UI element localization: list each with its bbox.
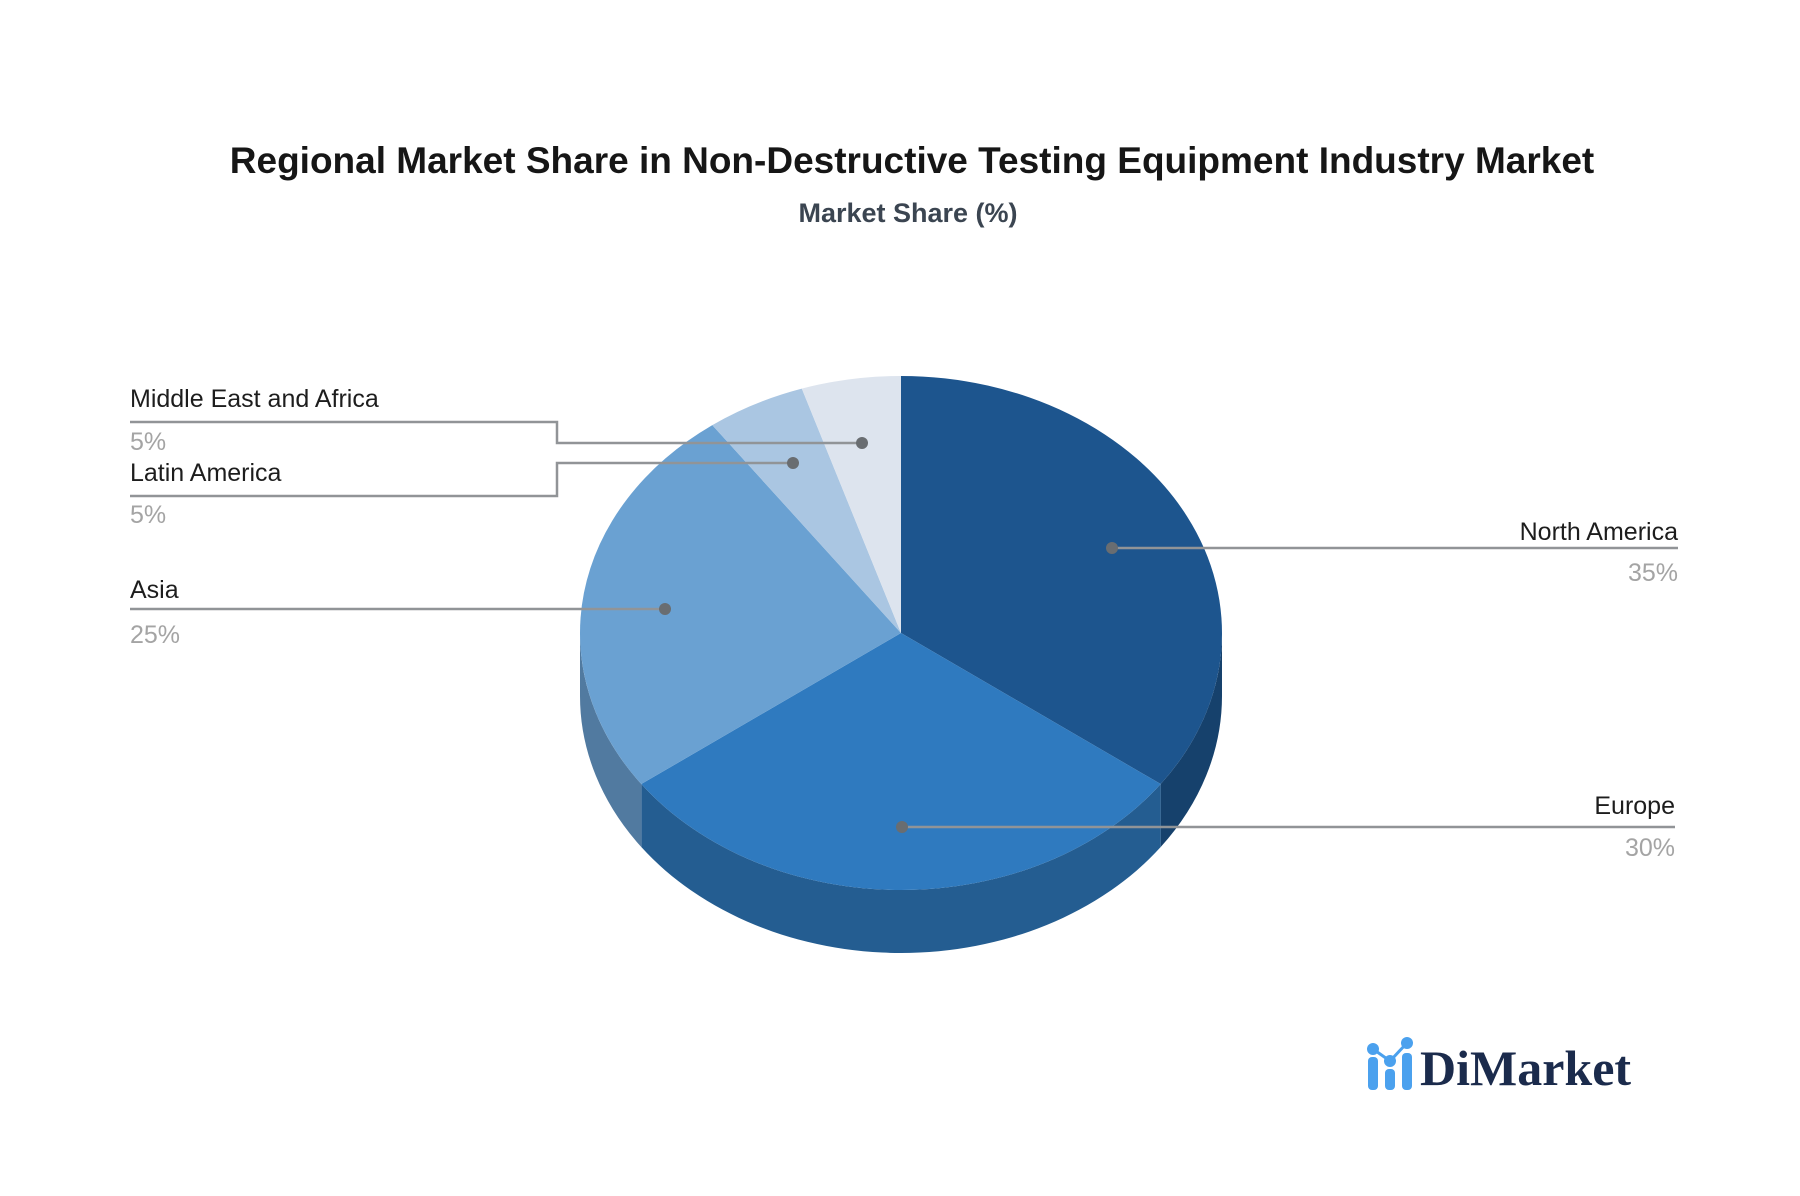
chart-subtitle: Market Share (%) (798, 198, 1017, 228)
leader-dot (787, 457, 799, 469)
callout-north-america: North America 35% (1106, 518, 1678, 587)
pie-slice-north-america[interactable] (901, 376, 1222, 785)
callout-asia: Asia 25% (130, 576, 671, 649)
leader-line (130, 461, 793, 498)
pie-slice-asia[interactable] (580, 425, 901, 785)
pie-slice-rim-europe (641, 784, 1161, 953)
leader-dot (659, 603, 671, 615)
pie-slice-latin-america[interactable] (712, 388, 901, 633)
slice-name-label: North America (1520, 518, 1678, 546)
brand-logo: DiMarket (1367, 1037, 1631, 1096)
bar-chart-logo-icon (1367, 1037, 1413, 1090)
callout-middle-east-and-africa: Middle East and Africa 5% (130, 385, 868, 456)
slice-name-label: Middle East and Africa (130, 385, 379, 413)
leader-line (130, 420, 862, 445)
slice-percent-label: 30% (1625, 834, 1675, 862)
pie-3d-top (580, 376, 1222, 890)
leader-dot (1106, 542, 1118, 554)
slice-name-label: Europe (1594, 792, 1675, 820)
slice-percent-label: 5% (130, 501, 166, 529)
leader-dot (896, 821, 908, 833)
pie-slice-europe[interactable] (641, 633, 1161, 890)
slice-percent-label: 35% (1628, 559, 1678, 587)
callout-europe: Europe 30% (896, 792, 1675, 862)
callout-latin-america: Latin America 5% (130, 457, 799, 529)
pie-slice-rim-north-america (1160, 633, 1222, 848)
chart-title: Regional Market Share in Non-Destructive… (230, 140, 1594, 181)
slice-name-label: Latin America (130, 459, 282, 487)
brand-logo-text: DiMarket (1420, 1040, 1631, 1096)
slice-percent-label: 25% (130, 621, 180, 649)
pie-slice-rim-asia (580, 633, 642, 848)
slice-percent-label: 5% (130, 428, 166, 456)
pie-slice-middle-east-and-africa[interactable] (801, 376, 901, 633)
slice-name-label: Asia (130, 576, 179, 604)
pie-3d-rim (580, 633, 1222, 953)
leader-dot (856, 437, 868, 449)
